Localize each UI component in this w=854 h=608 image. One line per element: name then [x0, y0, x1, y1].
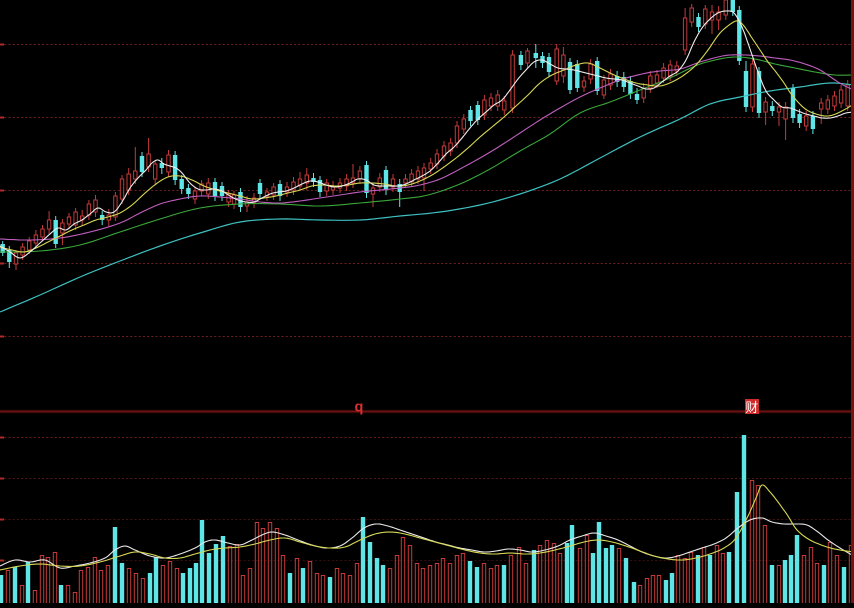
- svg-text:q: q: [355, 400, 364, 416]
- svg-text:财: 财: [745, 400, 758, 415]
